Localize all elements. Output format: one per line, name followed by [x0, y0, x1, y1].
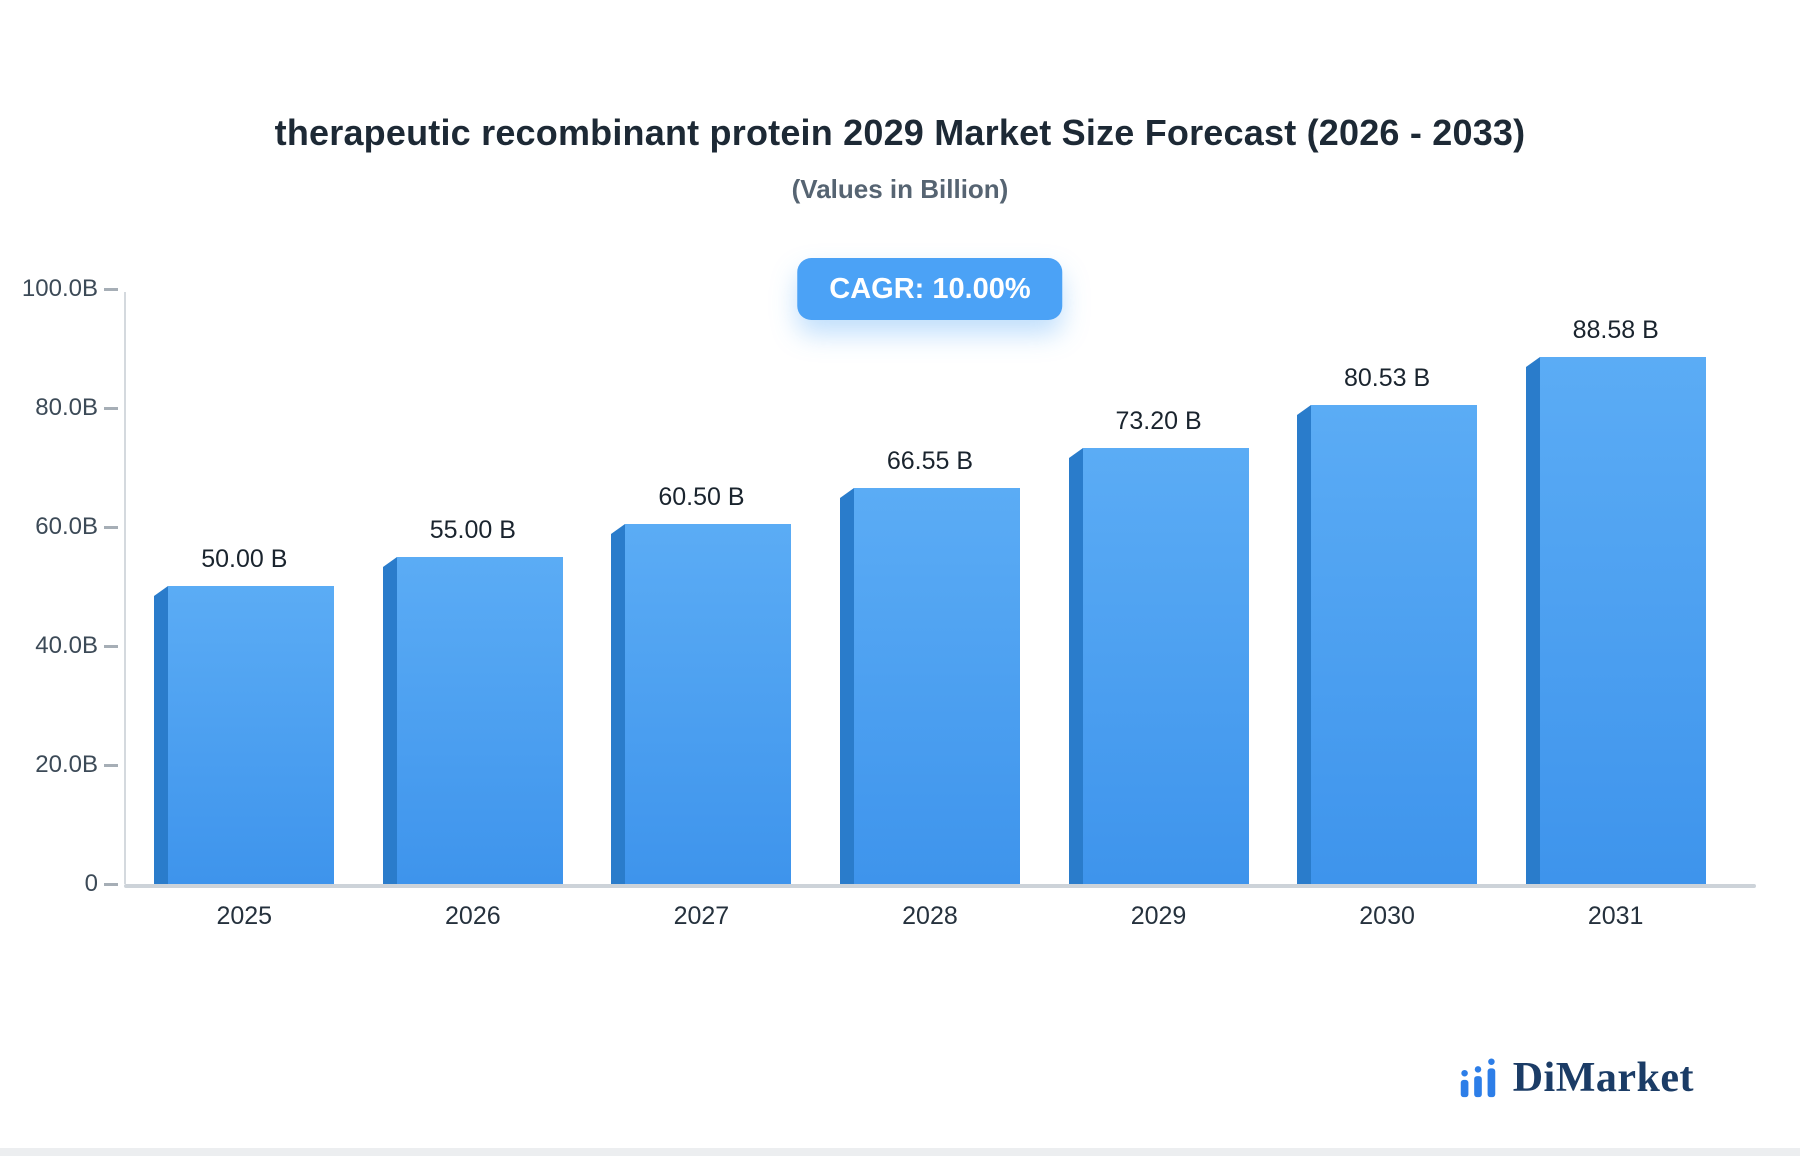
- bar-value-label: 50.00 B: [201, 545, 288, 573]
- footer-strip: [0, 1148, 1800, 1156]
- bar-side-face: [1525, 367, 1540, 884]
- y-tick-mark: [104, 764, 118, 767]
- bar-front-face: [1539, 357, 1706, 884]
- y-tick-label: 40.0B: [35, 632, 98, 659]
- bar-top-bevel: [154, 586, 169, 596]
- bar-value-label: 55.00 B: [429, 516, 516, 544]
- x-axis-label: 2031: [1587, 902, 1644, 930]
- brand-name: DiMarket: [1512, 1055, 1694, 1101]
- bar-value-label: 73.20 B: [1115, 407, 1202, 435]
- bar-side-face: [1297, 415, 1312, 884]
- x-axis-label: 2027: [673, 902, 730, 930]
- bar-front-face: [1082, 448, 1249, 884]
- y-tick-label: 100.0B: [21, 275, 98, 302]
- bar-slot: 55.00 B: [359, 516, 587, 884]
- bar-top-bevel: [1297, 405, 1312, 415]
- x-axis-label: 2029: [1130, 902, 1187, 930]
- bar-value-label: 88.58 B: [1572, 316, 1659, 344]
- bar-value-label: 60.50 B: [658, 483, 745, 511]
- bar-side-face: [839, 498, 854, 884]
- y-tick-label: 0: [84, 870, 98, 897]
- bar-side-face: [1068, 458, 1083, 884]
- bar-slot: 73.20 B: [1045, 407, 1273, 884]
- bar-top-bevel: [839, 488, 854, 498]
- y-tick-label: 20.0B: [35, 751, 98, 778]
- bar-side-face: [154, 596, 169, 884]
- bar-front-face: [1311, 405, 1478, 884]
- bar-side-face: [382, 567, 397, 884]
- cagr-badge: CAGR: 10.00%: [797, 258, 1063, 320]
- chart-title: therapeutic recombinant protein 2029 Mar…: [274, 112, 1526, 153]
- bar[interactable]: [611, 524, 792, 884]
- bar-slot: 88.58 B: [1502, 316, 1730, 884]
- bar-front-face: [853, 488, 1020, 884]
- bar-top-bevel: [1525, 357, 1540, 367]
- bar-slot: 50.00 B: [130, 545, 358, 884]
- y-tick-mark: [104, 526, 118, 529]
- bar[interactable]: [382, 557, 563, 884]
- y-tick-mark: [104, 883, 118, 886]
- y-axis-line: [124, 292, 126, 884]
- bar-slot: 80.53 B: [1273, 364, 1501, 884]
- bar-value-label: 80.53 B: [1344, 364, 1431, 392]
- x-axis-label: 2026: [445, 902, 501, 930]
- bar-front-face: [168, 586, 335, 884]
- bar[interactable]: [839, 488, 1020, 884]
- bar[interactable]: [1068, 448, 1249, 884]
- bar-front-face: [396, 557, 563, 884]
- bar[interactable]: [154, 586, 335, 884]
- dimarket-logo-icon: [1460, 1058, 1495, 1098]
- x-axis-labels: 2025 2026 2027 2028 2029 2030 2031: [130, 902, 1730, 931]
- x-axis-label: 2025: [216, 902, 273, 930]
- y-tick-mark: [104, 407, 118, 410]
- bar-front-face: [625, 524, 792, 884]
- bar[interactable]: [1525, 357, 1706, 884]
- x-axis-label: 2028: [902, 902, 958, 930]
- y-tick-label: 80.0B: [35, 394, 98, 421]
- y-tick-label: 60.0B: [35, 513, 98, 540]
- bar-value-label: 66.55 B: [886, 447, 974, 475]
- x-axis-line: [124, 884, 1756, 888]
- bar-slot: 60.50 B: [587, 483, 815, 884]
- x-axis-label: 2030: [1359, 902, 1415, 930]
- bar-top-bevel: [1068, 448, 1083, 458]
- bars-container: 50.00 B 55.00 B 60.50 B 66.55 B 73.20 B 80.53…: [130, 289, 1730, 884]
- bar-top-bevel: [611, 524, 626, 534]
- chart-subtitle: (Values in Billion): [791, 174, 1009, 204]
- y-tick-mark: [104, 645, 118, 648]
- bar-slot: 66.55 B: [816, 447, 1044, 884]
- y-tick-mark: [104, 288, 118, 291]
- bar-top-bevel: [382, 557, 397, 567]
- brand-logo: DiMarket: [1455, 1054, 1694, 1102]
- bar[interactable]: [1297, 405, 1478, 884]
- bar-side-face: [611, 534, 626, 884]
